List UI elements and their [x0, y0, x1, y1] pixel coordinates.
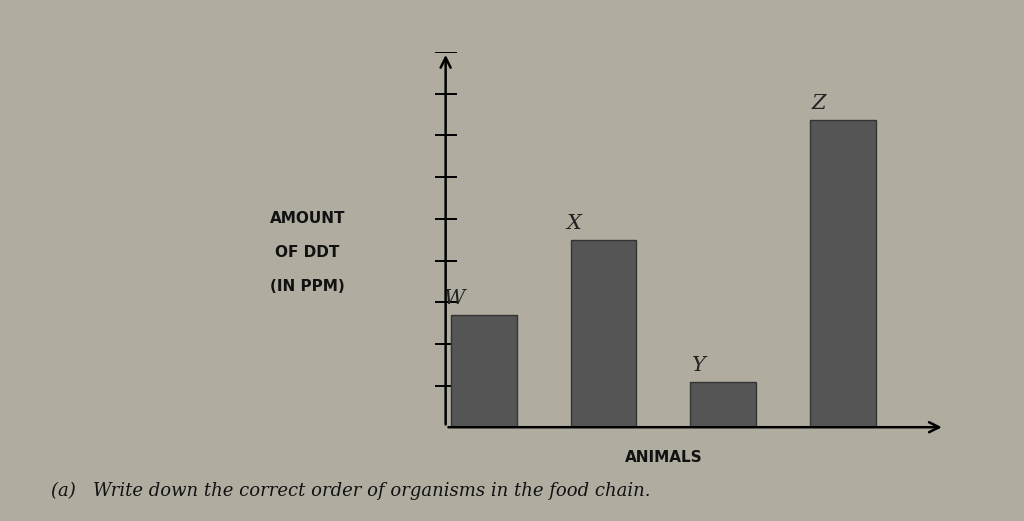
Text: AMOUNT: AMOUNT	[269, 212, 345, 226]
Text: ANIMALS: ANIMALS	[625, 450, 702, 465]
Bar	[810, 120, 876, 427]
Text: (IN PPM): (IN PPM)	[270, 279, 344, 294]
Text: W: W	[443, 289, 465, 308]
Text: OF DDT: OF DDT	[275, 245, 339, 260]
Bar	[451, 315, 517, 427]
Text: X: X	[566, 214, 581, 233]
Text: Z: Z	[812, 94, 826, 113]
Text: Y: Y	[692, 356, 707, 376]
Bar	[690, 382, 756, 427]
Bar	[570, 240, 637, 427]
Text: (a)   Write down the correct order of organisms in the food chain.: (a) Write down the correct order of orga…	[51, 482, 650, 500]
